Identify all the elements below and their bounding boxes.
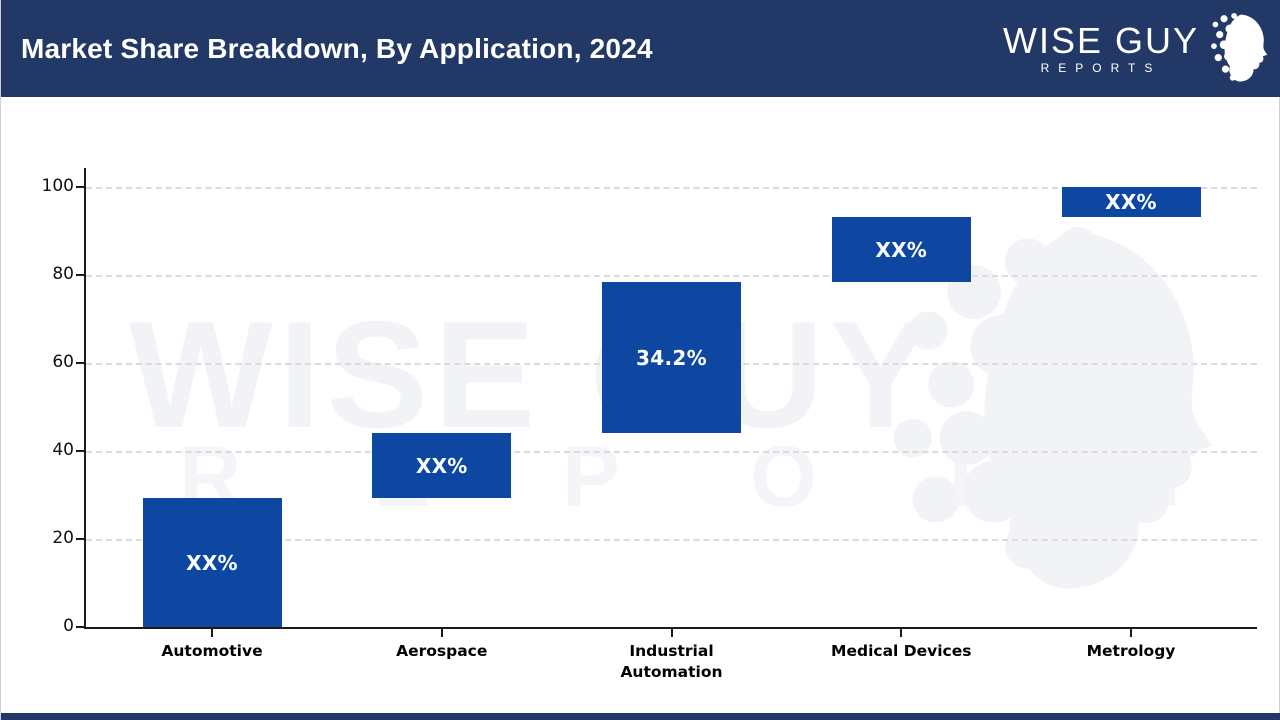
plot-area: 0 20 40 60 80 100 Automotive Aerospace Industria…: [42, 168, 1257, 681]
gridline-20: [86, 539, 1257, 541]
watermark-face-icon: [893, 226, 1213, 589]
chart-title: Market Share Breakdown, By Application, …: [21, 32, 653, 64]
wiseguy-face-icon: [1211, 12, 1268, 82]
bar-industrial-automation: 34.2%: [602, 282, 741, 433]
y-tick-100: [76, 186, 84, 188]
bar-automotive: XX%: [142, 498, 282, 627]
x-tick-2: [670, 629, 673, 637]
x-label-0: Automotive: [161, 642, 263, 660]
bar-aerospace: XX%: [372, 432, 512, 499]
bar-value-label: XX%: [186, 550, 238, 575]
x-label-1: Aerospace: [396, 642, 488, 660]
x-label-3: Medical Devices: [831, 642, 972, 660]
gridline-40: [86, 451, 1257, 453]
footer-bar: [1, 713, 1280, 720]
y-tick-label-80: 80: [52, 264, 74, 284]
gridline-100: [86, 187, 1257, 189]
y-tick-60: [76, 362, 84, 364]
bar-value-label: XX%: [875, 237, 928, 262]
wiseguy-logo-name: WISE GUY: [1002, 20, 1199, 62]
bar-medical-devices: XX%: [831, 217, 971, 283]
y-tick-label-0: 0: [63, 616, 74, 636]
y-tick-20: [76, 538, 84, 540]
y-tick-label-60: 60: [52, 352, 74, 372]
x-axis: [84, 627, 1257, 629]
y-tick-40: [76, 450, 84, 452]
bar-value-label: XX%: [1105, 190, 1157, 215]
bar-value-label: 34.2%: [636, 345, 707, 370]
wiseguy-logo: WISE GUY REPORTS: [1003, 0, 1273, 97]
y-tick-label-20: 20: [52, 528, 74, 548]
bar-value-label: XX%: [415, 453, 468, 478]
x-tick-0: [211, 629, 213, 637]
watermark-text: WISE GUY: [129, 290, 938, 460]
y-tick-80: [76, 274, 84, 276]
x-tick-4: [1130, 629, 1132, 637]
bar-metrology: XX%: [1061, 187, 1201, 218]
x-tick-3: [900, 629, 903, 637]
x-label-2: Industrial Automation: [620, 642, 723, 681]
x-tick-1: [440, 629, 443, 637]
y-tick-label-40: 40: [52, 440, 74, 460]
wiseguy-logo-reports: REPORTS: [1040, 60, 1162, 75]
x-label-4: Metrology: [1086, 642, 1176, 660]
y-tick-0: [76, 626, 84, 628]
header: Market Share Breakdown, By Application, …: [1, 0, 1280, 97]
wiseguy-logo-text: WISE GUY REPORTS: [1003, 22, 1199, 75]
gridline-80: [86, 275, 1257, 277]
y-axis: [84, 168, 86, 629]
y-tick-label-100: 100: [41, 176, 74, 196]
